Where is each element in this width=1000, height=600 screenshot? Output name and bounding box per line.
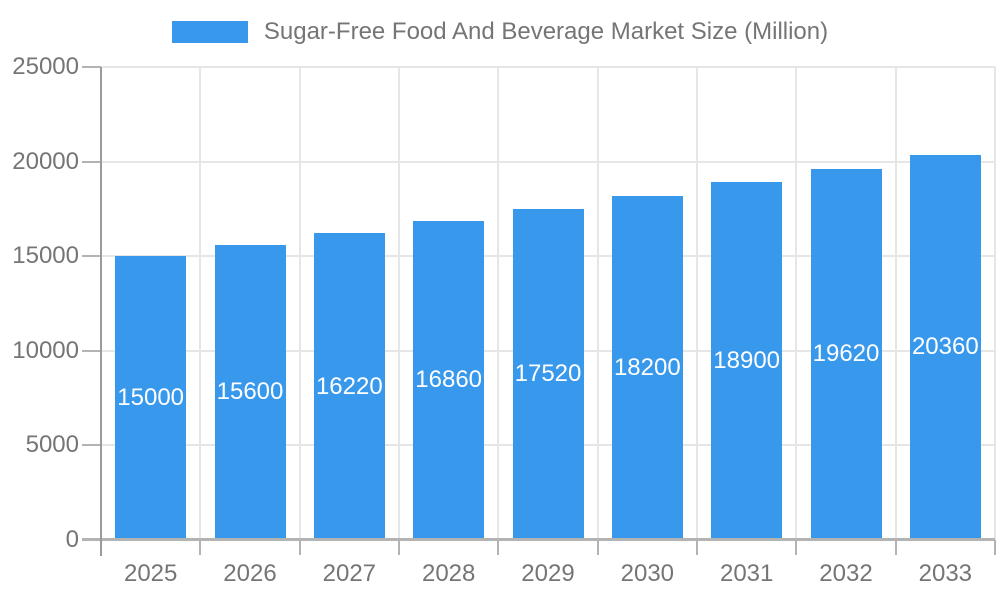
x-axis-tick	[994, 540, 996, 555]
x-axis-label-2029: 2029	[521, 560, 575, 587]
y-axis-label: 0	[65, 526, 79, 553]
x-axis-tick	[696, 540, 698, 555]
y-axis-line	[100, 67, 102, 556]
bar-2029[interactable]: 17520	[512, 208, 584, 540]
y-axis-label: 5000	[25, 431, 79, 459]
v-gridline	[398, 67, 400, 540]
x-axis-baseline	[82, 538, 995, 541]
bar-value-label: 17520	[514, 360, 582, 388]
v-gridline	[596, 67, 599, 540]
bar-value-label: 15600	[216, 378, 284, 406]
bar-2032[interactable]: 19620	[810, 168, 882, 540]
bar-value-label: 15000	[117, 384, 185, 412]
bar-value-label: 18200	[613, 353, 681, 381]
x-axis-tick	[596, 540, 599, 555]
bar-value-label: 16860	[415, 366, 483, 394]
y-axis-tick	[82, 66, 101, 68]
legend-label: Sugar-Free Food And Beverage Market Size…	[263, 18, 829, 45]
plot-area: 15000 15600 16220 16860 17520 18200 18900 19620…	[82, 66, 996, 556]
x-axis-tick	[497, 540, 500, 555]
v-gridline	[795, 67, 798, 540]
x-axis-label-2025: 2025	[123, 560, 178, 587]
bar-2031[interactable]: 18900	[711, 182, 783, 540]
legend[interactable]: Sugar-Free Food And Beverage Market Size…	[0, 18, 1000, 46]
y-axis-tick	[82, 444, 101, 447]
bar-2028[interactable]: 16860	[413, 221, 485, 540]
bar-value-label: 20360	[911, 333, 979, 361]
v-gridline	[298, 67, 301, 540]
bar-value-label: 19620	[812, 340, 880, 368]
h-gridline	[101, 160, 995, 163]
y-axis-label: 15000	[12, 242, 79, 270]
legend-swatch	[171, 21, 248, 43]
x-axis-tick	[199, 540, 202, 555]
bar-2033[interactable]: 20360	[909, 154, 981, 540]
x-axis-tick	[398, 540, 400, 555]
v-gridline	[497, 67, 500, 540]
x-axis-label-2028: 2028	[421, 560, 476, 587]
v-gridline	[894, 67, 897, 540]
x-axis-label-2030: 2030	[620, 560, 675, 587]
y-axis-label: 20000	[12, 147, 79, 175]
x-axis-label-2027: 2027	[322, 560, 377, 587]
v-gridline	[994, 67, 996, 540]
bar-2026[interactable]: 15600	[214, 244, 286, 540]
y-axis-label: 10000	[12, 336, 79, 364]
x-axis-tick	[894, 540, 897, 555]
y-axis-tick	[82, 160, 101, 163]
x-axis-label-2026: 2026	[223, 560, 277, 587]
x-axis-label-2031: 2031	[719, 560, 774, 587]
v-gridline	[199, 67, 202, 540]
v-gridline	[696, 67, 698, 540]
bar-2025[interactable]: 15000	[115, 256, 187, 540]
y-axis-tick	[82, 255, 101, 258]
bar-2027[interactable]: 16220	[313, 233, 385, 540]
y-axis-tick	[82, 349, 101, 352]
bar-2030[interactable]: 18200	[611, 195, 683, 540]
x-axis-tick	[298, 540, 301, 555]
y-axis-label: 25000	[12, 53, 79, 80]
bar-value-label: 16220	[315, 372, 383, 400]
x-axis-label-2033: 2033	[918, 560, 973, 587]
x-axis-label-2032: 2032	[819, 560, 873, 587]
bar-value-label: 18900	[713, 347, 781, 375]
h-gridline	[101, 66, 995, 68]
x-axis-tick	[795, 540, 798, 555]
